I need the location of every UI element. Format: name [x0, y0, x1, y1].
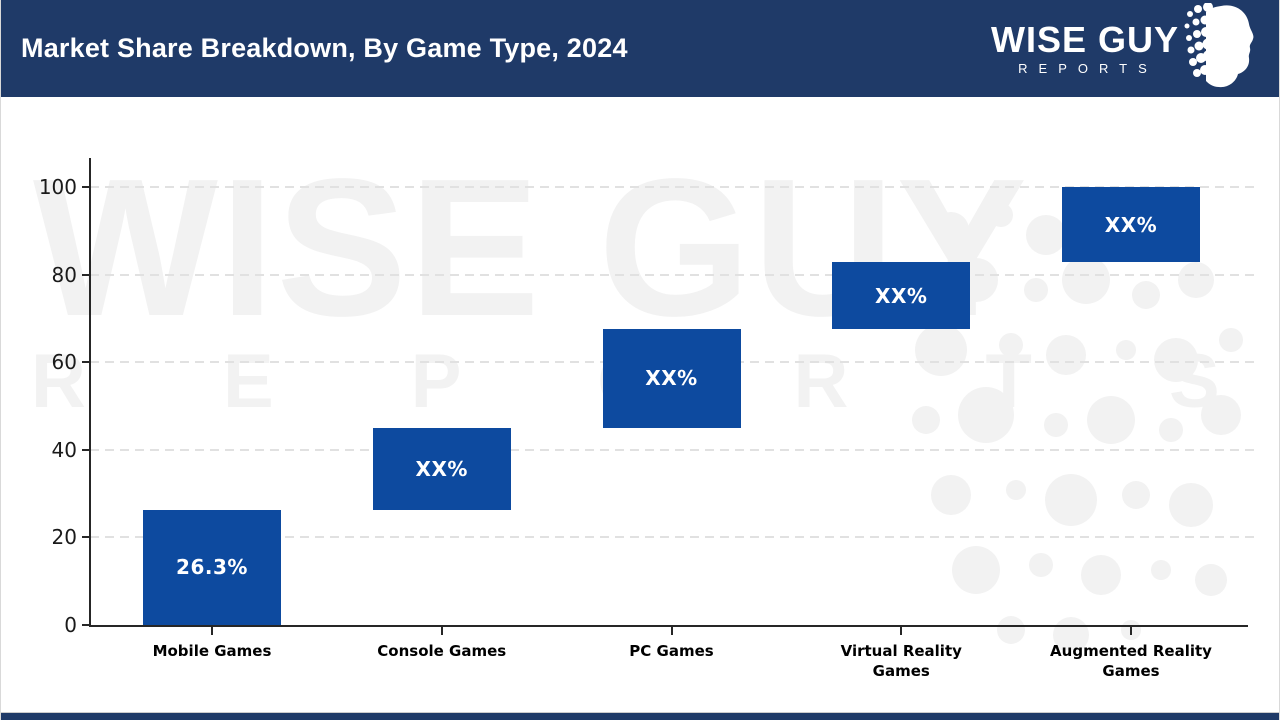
x-axis-tick-mark [900, 627, 903, 635]
bar-virtual-reality-games: XX% [832, 262, 971, 329]
bar-mobile-games: 26.3% [143, 509, 281, 625]
bar-value-label: XX% [415, 456, 468, 481]
y-axis-tick-label: 40 [51, 437, 77, 462]
bar-value-label: XX% [645, 366, 698, 391]
y-axis-tick-label: 0 [64, 613, 77, 637]
gridline-80 [90, 273, 1256, 276]
bar-value-label: 26.3% [176, 555, 248, 580]
y-axis-line [89, 158, 91, 627]
y-axis-tick-label: 100 [38, 175, 77, 199]
gridline-20 [90, 536, 1256, 539]
x-axis-category-label: Mobile Games [152, 642, 272, 660]
y-axis-tick-mark [82, 536, 89, 539]
x-axis-category-label: Console Games [377, 642, 507, 660]
logo-subtitle: REPORTS [1018, 60, 1158, 76]
y-axis-tick-mark [82, 361, 89, 364]
x-axis-category-label: Augmented Reality Games [1050, 642, 1212, 681]
bar-pc-games: XX% [602, 328, 741, 428]
y-axis-tick-label: 60 [51, 350, 77, 375]
bar-value-label: XX% [875, 283, 928, 308]
x-axis-line [89, 625, 1248, 627]
wise-guy-logo: WISE GUY REPORTS [990, 2, 1255, 94]
wise-guy-face-icon [1181, 2, 1255, 94]
x-axis-category-label: Virtual Reality Games [840, 642, 962, 681]
y-axis-tick-mark [82, 273, 89, 276]
footer-bar [1, 713, 1279, 720]
y-axis-tick-label: 20 [51, 525, 77, 550]
x-axis-tick-mark [440, 627, 443, 635]
logo-wordmark: WISE GUY [990, 18, 1179, 60]
bar-value-label: XX% [1104, 212, 1158, 237]
y-axis-tick-mark [82, 624, 89, 626]
watermark-subtitle: R E P O R T S [31, 339, 1278, 424]
x-axis-tick-mark [670, 627, 673, 635]
x-axis-tick-mark [211, 627, 213, 635]
gridline-100 [90, 186, 1256, 188]
header-bar: Market Share Breakdown, By Game Type, 20… [1, 0, 1279, 97]
x-axis-tick-mark [1130, 627, 1132, 635]
gridline-40 [90, 448, 1256, 451]
y-axis-tick-label: 80 [51, 262, 77, 287]
chart-title: Market Share Breakdown, By Game Type, 20… [21, 33, 628, 63]
x-axis-category-label: PC Games [629, 642, 714, 660]
wise-guy-logo-text: WISE GUY REPORTS [990, 18, 1179, 76]
bar-augmented-reality-games: XX% [1062, 187, 1200, 263]
footer-hairline [1, 712, 1279, 713]
y-axis-tick-mark [82, 448, 89, 451]
bar-console-games: XX% [372, 427, 511, 510]
y-axis-tick-mark [82, 186, 89, 188]
